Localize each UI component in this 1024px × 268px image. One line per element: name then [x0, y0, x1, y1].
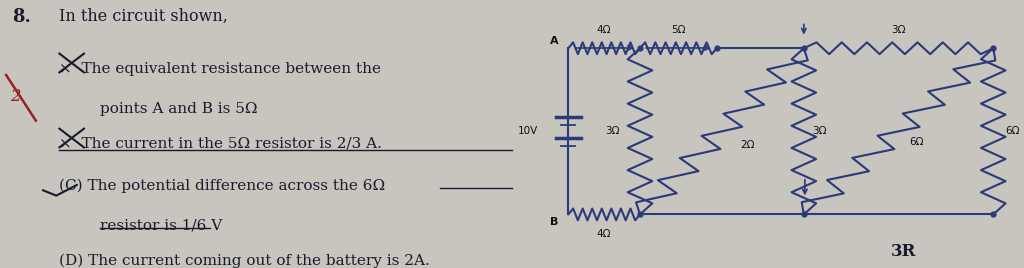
Text: In the circuit shown,: In the circuit shown, [59, 8, 228, 25]
Text: 3Ω: 3Ω [812, 126, 826, 136]
Text: 2: 2 [10, 88, 20, 105]
Text: ×  The equivalent resistance between the: × The equivalent resistance between the [59, 62, 381, 76]
Text: resistor is 1/6 V: resistor is 1/6 V [100, 218, 222, 232]
Text: 4Ω: 4Ω [597, 25, 611, 35]
Text: (D) The current coming out of the battery is 2A.: (D) The current coming out of the batter… [59, 253, 430, 268]
Text: ×  The current in the 5Ω resistor is 2/3 A.: × The current in the 5Ω resistor is 2/3 … [59, 137, 382, 151]
Text: B: B [550, 217, 558, 227]
Text: 5Ω: 5Ω [671, 25, 686, 35]
Text: A: A [550, 36, 558, 46]
Text: 10V: 10V [517, 126, 538, 136]
Text: 3R: 3R [891, 243, 916, 260]
Text: (C) The potential difference across the 6Ω: (C) The potential difference across the … [59, 178, 385, 193]
Text: 6Ω: 6Ω [1006, 126, 1020, 136]
Text: 8.: 8. [12, 8, 31, 26]
Text: 6Ω: 6Ω [909, 137, 924, 147]
Text: 4Ω: 4Ω [597, 229, 611, 239]
Text: points A and B is 5Ω: points A and B is 5Ω [100, 102, 258, 116]
Text: 3Ω: 3Ω [891, 25, 906, 35]
Text: 2Ω: 2Ω [740, 140, 755, 150]
Text: 3Ω: 3Ω [605, 126, 620, 136]
